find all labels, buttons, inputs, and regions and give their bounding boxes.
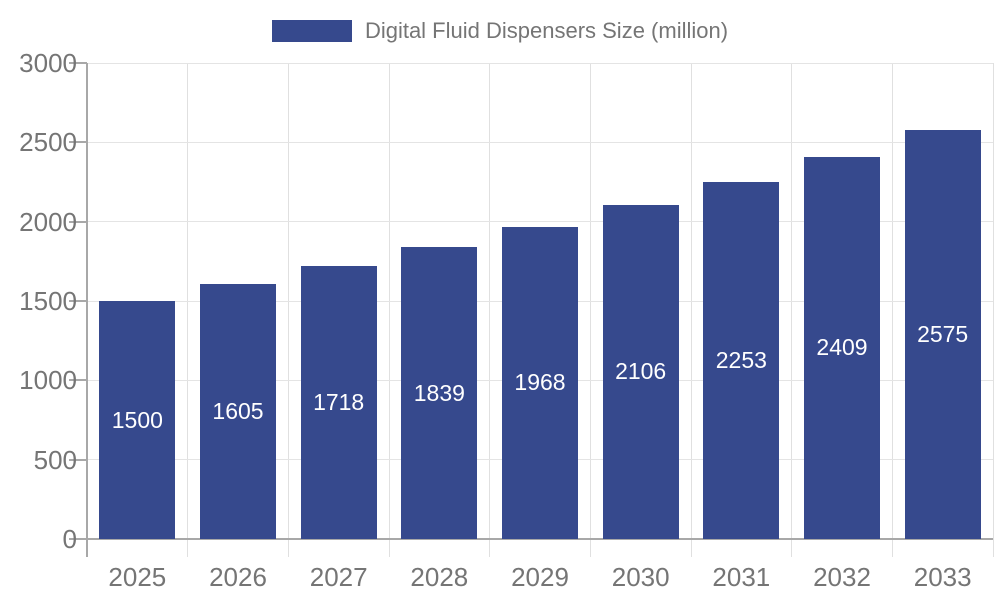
bar-2026[interactable]: 1605 (200, 284, 276, 539)
y-axis-line (86, 63, 88, 557)
x-axis-line (87, 538, 993, 540)
y-axis-tick (69, 220, 87, 223)
gridline-horizontal (87, 221, 993, 223)
bar-value-label: 1968 (514, 369, 566, 396)
y-axis-tick-label: 2500 (19, 127, 77, 158)
gridline-vertical (992, 63, 994, 557)
legend: Digital Fluid Dispensers Size (million) (0, 18, 1000, 44)
y-axis-tick (69, 300, 87, 302)
y-axis-tick (69, 379, 87, 382)
bar-value-label: 1839 (413, 379, 465, 406)
x-axis-tick-label: 2032 (813, 562, 871, 592)
bar-value-label: 2253 (715, 346, 767, 373)
gridline-horizontal (87, 141, 993, 143)
bar-2030[interactable]: 2106 (602, 204, 679, 539)
y-axis-tick-label: 1500 (19, 286, 77, 316)
x-axis-tick-label: 2027 (309, 562, 368, 592)
gridline-vertical (690, 63, 692, 557)
bar-value-label: 2409 (816, 334, 868, 361)
y-axis-tick (69, 62, 87, 64)
y-axis-tick-label: 0 (62, 524, 77, 554)
bar-value-label: 1500 (111, 406, 163, 433)
x-axis-tick-label: 2031 (712, 562, 771, 592)
gridline-vertical (891, 63, 893, 557)
x-axis-tick-label: 2026 (209, 562, 267, 592)
gridline-vertical (589, 63, 591, 557)
y-axis-tick (69, 538, 87, 540)
bar-2028[interactable]: 1839 (401, 247, 478, 539)
legend-label: Digital Fluid Dispensers Size (million) (364, 18, 729, 43)
y-axis-tick-label: 500 (33, 444, 77, 475)
bar-value-label: 2106 (615, 358, 667, 385)
gridline-vertical (791, 63, 793, 557)
x-axis-tick-label: 2029 (511, 562, 569, 592)
gridline-vertical (287, 63, 289, 557)
x-axis-tick-label: 2025 (108, 562, 167, 592)
gridline-vertical (489, 63, 491, 557)
bar-value-label: 1718 (313, 389, 365, 416)
gridline-vertical (388, 63, 390, 557)
legend-swatch (271, 20, 352, 42)
y-axis-tick-label: 1000 (19, 365, 77, 396)
bar-2032[interactable]: 2409 (804, 156, 880, 539)
bar-2033[interactable]: 2575 (904, 130, 981, 539)
x-axis-tick-label: 2030 (611, 562, 670, 592)
y-axis-tick-label: 3000 (19, 48, 77, 78)
bar-value-label: 1605 (212, 398, 264, 425)
bar-2031[interactable]: 2253 (703, 181, 780, 539)
bar-2027[interactable]: 1718 (300, 266, 377, 539)
legend-item-series[interactable]: Digital Fluid Dispensers Size (million) (271, 18, 729, 44)
y-axis-tick (69, 141, 87, 144)
bar-value-label: 2575 (917, 321, 969, 348)
y-axis-tick-label: 2000 (19, 206, 77, 237)
gridline-vertical (187, 63, 189, 557)
x-axis-tick-label: 2033 (913, 562, 972, 592)
bar-2025[interactable]: 1500 (99, 301, 176, 539)
y-axis-tick (69, 458, 87, 461)
bar-2029[interactable]: 1968 (502, 226, 578, 539)
gridline-horizontal (87, 62, 993, 64)
x-axis-tick-label: 2028 (410, 562, 469, 592)
